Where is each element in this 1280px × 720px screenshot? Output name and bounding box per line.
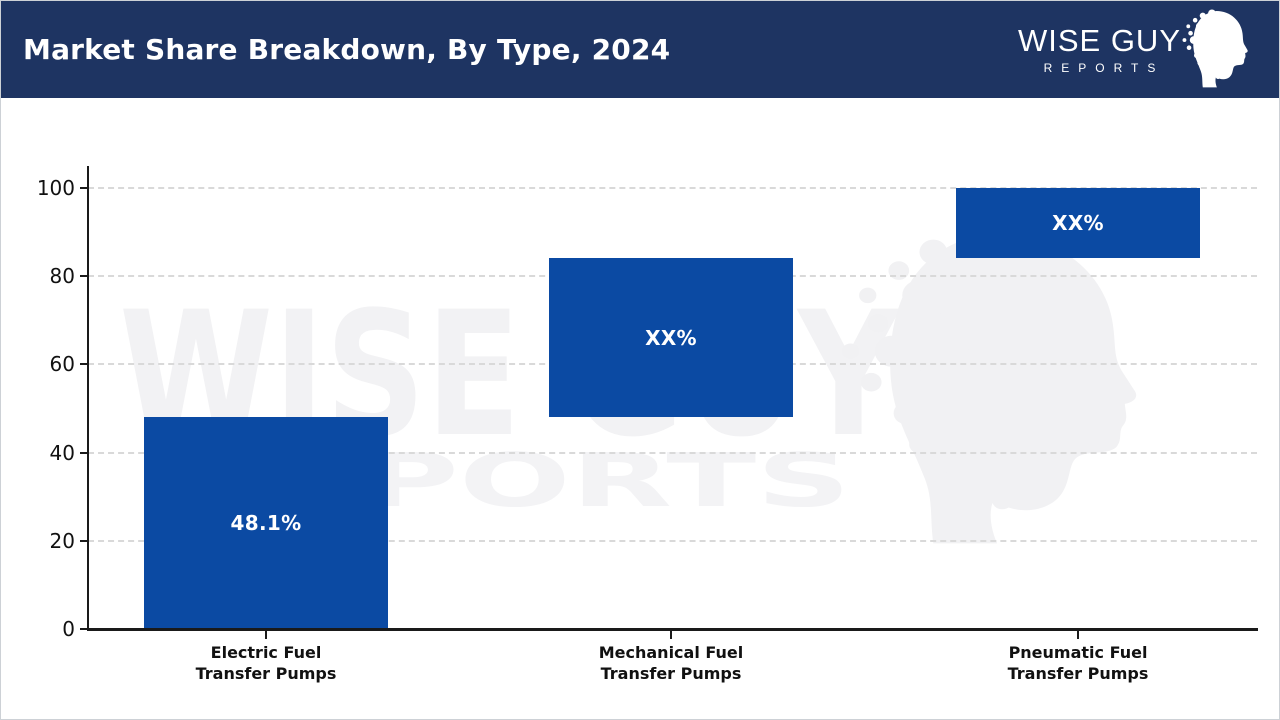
gridline [88,187,1257,190]
y-tick-mark [80,628,88,630]
gridline [88,539,1257,542]
y-tick-mark [80,451,88,454]
logo-wordmark: WISE GUY REPORTS [1018,25,1181,74]
bar-segment: 48.1% [144,416,388,629]
bar-value-label: XX% [1052,211,1104,236]
y-tick-mark [80,275,88,278]
y-tick-label: 80 [49,264,75,289]
brand-logo: WISE GUY REPORTS [1018,8,1263,92]
x-tick-mark [670,631,672,639]
bar-value-label: XX% [645,325,697,350]
y-tick-mark [80,539,88,542]
y-tick-label: 0 [62,617,75,641]
logo-head-icon [1167,8,1263,92]
category-label: Mechanical Fuel Transfer Pumps [598,643,744,684]
y-tick-mark [80,187,88,190]
logo-line1: WISE GUY [1017,23,1181,58]
y-tick-mark [80,363,88,366]
plot-area: 0 20 40 60 80 100 48.1% XX% XX% Electric Fuel Tra… [1,98,1279,719]
page-title: Market Share Breakdown, By Type, 2024 [23,33,671,66]
x-axis-line [87,628,1258,631]
y-tick-label: 60 [49,352,75,377]
gridline [88,451,1257,454]
bar-value-label: 48.1% [230,510,302,535]
bar-segment: XX% [549,258,793,417]
y-tick-label: 40 [49,440,75,465]
x-tick-mark [1077,631,1079,639]
chart-area: WISE GUY REPORTS 0 20 40 60 80 100 48.1% XX% XX%… [1,98,1279,719]
category-label: Electric Fuel Transfer Pumps [195,643,337,684]
bar-segment: XX% [956,188,1200,259]
logo-line2: REPORTS [1043,61,1165,75]
y-tick-label: 100 [36,176,75,201]
header-bar: Market Share Breakdown, By Type, 2024 WI… [1,1,1279,98]
category-label: Pneumatic Fuel Transfer Pumps [1007,643,1149,684]
y-axis-line [87,166,89,631]
x-tick-mark [265,631,267,639]
y-tick-label: 20 [49,528,75,553]
